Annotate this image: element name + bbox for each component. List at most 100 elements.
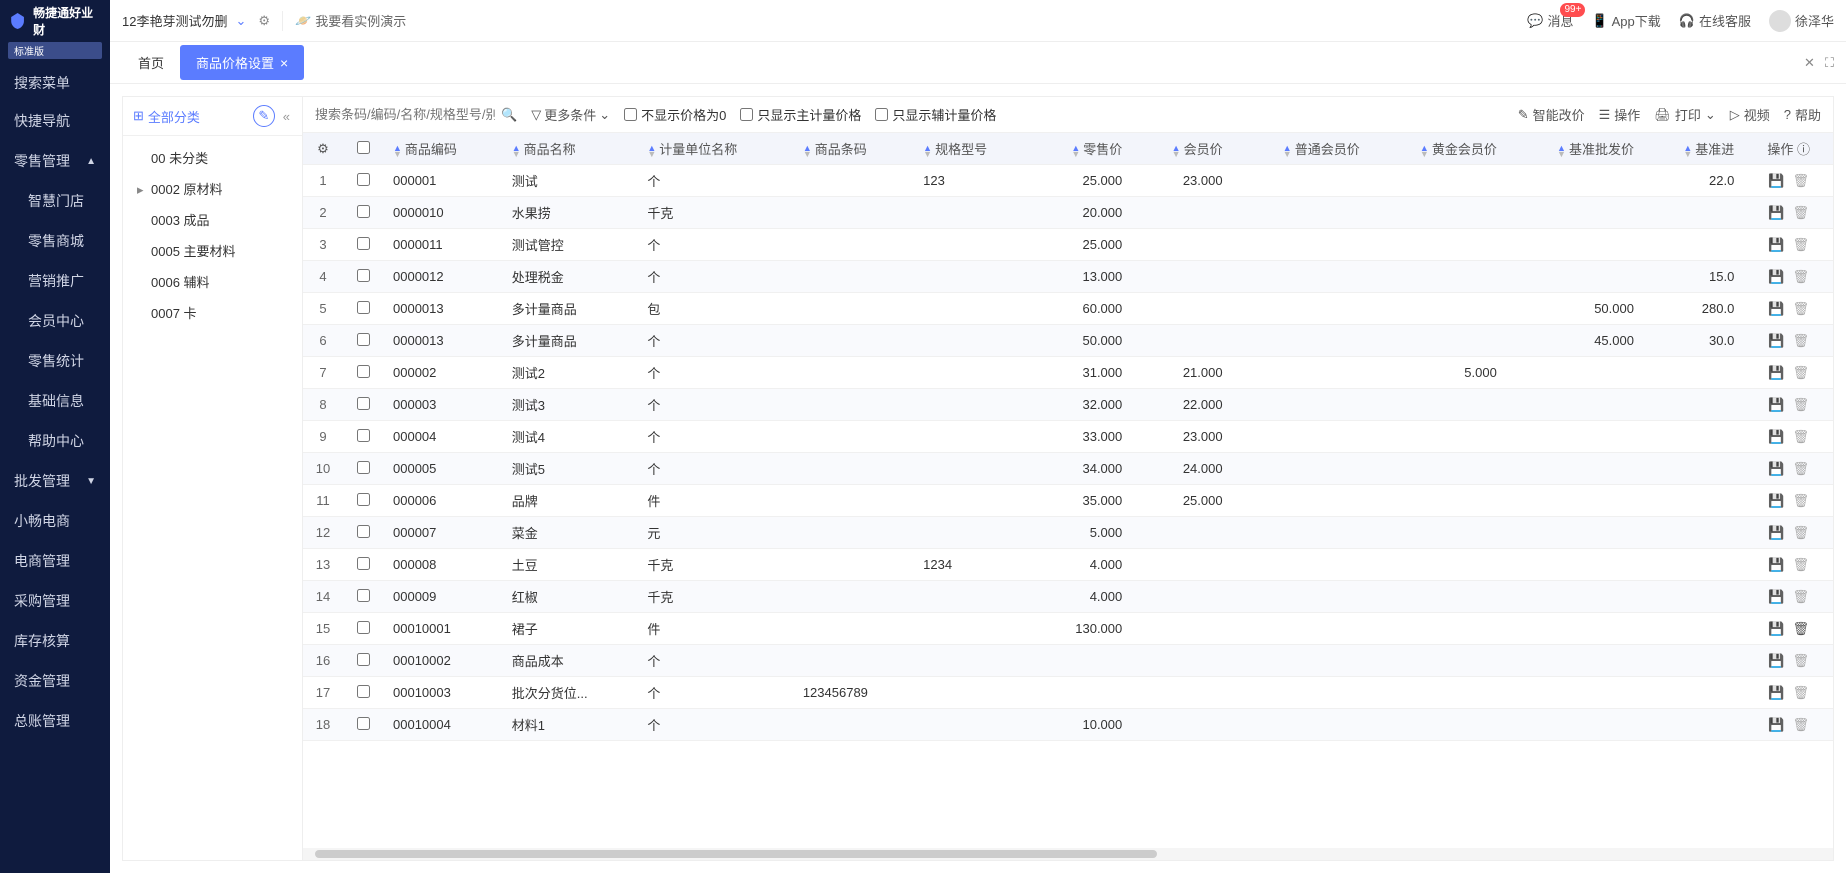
- checkbox-main-unit[interactable]: 只显示主计量价格: [740, 105, 861, 124]
- table-header[interactable]: ▲▼商品名称: [502, 133, 638, 165]
- row-checkbox[interactable]: [343, 389, 383, 421]
- search-input[interactable]: [315, 107, 495, 122]
- app-download-button[interactable]: 📱 App下载: [1591, 11, 1660, 30]
- sidebar-sub-item[interactable]: 智慧门店: [0, 181, 110, 221]
- category-item[interactable]: 0007 卡: [123, 297, 302, 328]
- help-button[interactable]: ?帮助: [1784, 105, 1821, 124]
- sidebar-sub-item[interactable]: 零售统计: [0, 341, 110, 381]
- table-row[interactable]: 50000013多计量商品包60.00050.000280.0💾🗑: [303, 293, 1833, 325]
- horizontal-scrollbar[interactable]: [303, 848, 1833, 860]
- search-icon[interactable]: 🔍: [501, 107, 517, 123]
- save-row-icon[interactable]: 💾: [1768, 301, 1784, 317]
- smart-price-button[interactable]: ✎智能改价: [1518, 105, 1585, 124]
- table-row[interactable]: 60000013多计量商品个50.00045.00030.0💾🗑: [303, 325, 1833, 357]
- sidebar-sub-item[interactable]: 零售商城: [0, 221, 110, 261]
- save-row-icon[interactable]: 💾: [1768, 525, 1784, 541]
- delete-row-icon[interactable]: 🗑: [1792, 429, 1809, 445]
- table-row[interactable]: 1800010004材料1个10.000💾🗑: [303, 709, 1833, 741]
- sidebar-sub-item[interactable]: 基础信息: [0, 381, 110, 421]
- sidebar-item[interactable]: 电商管理: [0, 541, 110, 581]
- checkbox-aux-unit[interactable]: 只显示辅计量价格: [875, 105, 996, 124]
- delete-row-icon[interactable]: 🗑: [1792, 237, 1809, 253]
- save-row-icon[interactable]: 💾: [1768, 269, 1784, 285]
- row-checkbox[interactable]: [343, 421, 383, 453]
- save-row-icon[interactable]: 💾: [1768, 333, 1784, 349]
- table-header[interactable]: ▲▼普通会员价: [1233, 133, 1370, 165]
- row-checkbox[interactable]: [343, 645, 383, 677]
- table-row[interactable]: 13000008土豆千克12344.000💾🗑: [303, 549, 1833, 581]
- delete-row-icon[interactable]: 🗑: [1792, 557, 1809, 573]
- checkbox-hide-zero[interactable]: 不显示价格为0: [624, 105, 726, 124]
- category-item[interactable]: 0002 原材料: [123, 173, 302, 204]
- video-button[interactable]: ▷视频: [1730, 105, 1770, 124]
- table-header[interactable]: ▲▼规格型号: [913, 133, 1032, 165]
- row-checkbox[interactable]: [343, 549, 383, 581]
- table-row[interactable]: 11000006品牌件35.00025.000💾🗑: [303, 485, 1833, 517]
- delete-row-icon[interactable]: 🗑: [1792, 333, 1809, 349]
- table-row[interactable]: 1500010001裙子件130.000💾🗑: [303, 613, 1833, 645]
- delete-row-icon[interactable]: 🗑: [1792, 301, 1809, 317]
- save-row-icon[interactable]: 💾: [1768, 653, 1784, 669]
- table-header[interactable]: ▲▼商品条码: [793, 133, 913, 165]
- delete-row-icon[interactable]: 🗑: [1792, 205, 1809, 221]
- delete-row-icon[interactable]: 🗑: [1792, 717, 1809, 733]
- table-row[interactable]: 1700010003批次分货位...个123456789💾🗑: [303, 677, 1833, 709]
- delete-row-icon[interactable]: 🗑: [1792, 173, 1809, 189]
- table-row[interactable]: 7000002测试2个31.00021.0005.000💾🗑: [303, 357, 1833, 389]
- delete-row-icon[interactable]: 🗑: [1792, 589, 1809, 605]
- save-row-icon[interactable]: 💾: [1768, 621, 1784, 637]
- category-item[interactable]: 0005 主要材料: [123, 235, 302, 266]
- more-filters-button[interactable]: ▽ 更多条件 ⌄: [531, 105, 610, 124]
- row-checkbox[interactable]: [343, 261, 383, 293]
- operation-button[interactable]: ☰操作: [1599, 105, 1641, 124]
- delete-row-icon[interactable]: 🗑: [1792, 365, 1809, 381]
- delete-row-icon[interactable]: 🗑: [1792, 653, 1809, 669]
- table-row[interactable]: 12000007菜金元5.000💾🗑: [303, 517, 1833, 549]
- messages-button[interactable]: 💬 消息 99+: [1527, 11, 1573, 30]
- table-row[interactable]: 20000010水果捞千克20.000💾🗑: [303, 197, 1833, 229]
- table-header[interactable]: ▲▼基准进: [1644, 133, 1744, 165]
- table-row[interactable]: 8000003测试3个32.00022.000💾🗑: [303, 389, 1833, 421]
- row-checkbox[interactable]: [343, 485, 383, 517]
- delete-row-icon[interactable]: 🗑: [1792, 461, 1809, 477]
- table-row[interactable]: 1600010002商品成本个💾🗑: [303, 645, 1833, 677]
- category-item[interactable]: 0003 成品: [123, 204, 302, 235]
- table-header[interactable]: ▲▼会员价: [1132, 133, 1232, 165]
- delete-row-icon[interactable]: 🗑: [1792, 493, 1809, 509]
- save-row-icon[interactable]: 💾: [1768, 205, 1784, 221]
- sidebar-item[interactable]: 采购管理: [0, 581, 110, 621]
- gear-icon[interactable]: ⚙: [258, 13, 270, 29]
- row-checkbox[interactable]: [343, 581, 383, 613]
- col-checkbox[interactable]: [343, 133, 383, 165]
- save-row-icon[interactable]: 💾: [1768, 429, 1784, 445]
- scrollbar-thumb[interactable]: [315, 850, 1157, 858]
- save-row-icon[interactable]: 💾: [1768, 397, 1784, 413]
- row-checkbox[interactable]: [343, 229, 383, 261]
- fullscreen-icon[interactable]: ⛶: [1825, 55, 1834, 71]
- sidebar-sub-item[interactable]: 营销推广: [0, 261, 110, 301]
- table-row[interactable]: 30000011测试管控个25.000💾🗑: [303, 229, 1833, 261]
- sidebar-wholesale[interactable]: 批发管理▼: [0, 461, 110, 501]
- collapse-panel-icon[interactable]: «: [281, 107, 292, 126]
- row-checkbox[interactable]: [343, 517, 383, 549]
- table-row[interactable]: 14000009红椒千克4.000💾🗑: [303, 581, 1833, 613]
- save-row-icon[interactable]: 💾: [1768, 173, 1784, 189]
- table-header[interactable]: ▲▼黄金会员价: [1370, 133, 1507, 165]
- sidebar-item[interactable]: 总账管理: [0, 701, 110, 741]
- category-item[interactable]: 0006 辅料: [123, 266, 302, 297]
- row-checkbox[interactable]: [343, 197, 383, 229]
- sidebar-item[interactable]: 小畅电商: [0, 501, 110, 541]
- org-selector[interactable]: 12李艳芽测试勿删 ⌄: [122, 11, 246, 30]
- save-row-icon[interactable]: 💾: [1768, 365, 1784, 381]
- sidebar-item[interactable]: 资金管理: [0, 661, 110, 701]
- sidebar-sub-item[interactable]: 帮助中心: [0, 421, 110, 461]
- save-row-icon[interactable]: 💾: [1768, 461, 1784, 477]
- delete-row-icon[interactable]: 🗑: [1792, 685, 1809, 701]
- row-checkbox[interactable]: [343, 453, 383, 485]
- col-settings[interactable]: ⚙: [303, 133, 343, 165]
- table-header[interactable]: ▲▼零售价: [1032, 133, 1132, 165]
- table-row[interactable]: 10000005测试5个34.00024.000💾🗑: [303, 453, 1833, 485]
- save-row-icon[interactable]: 💾: [1768, 493, 1784, 509]
- sidebar-sub-item[interactable]: 会员中心: [0, 301, 110, 341]
- table-header[interactable]: ▲▼计量单位名称: [637, 133, 793, 165]
